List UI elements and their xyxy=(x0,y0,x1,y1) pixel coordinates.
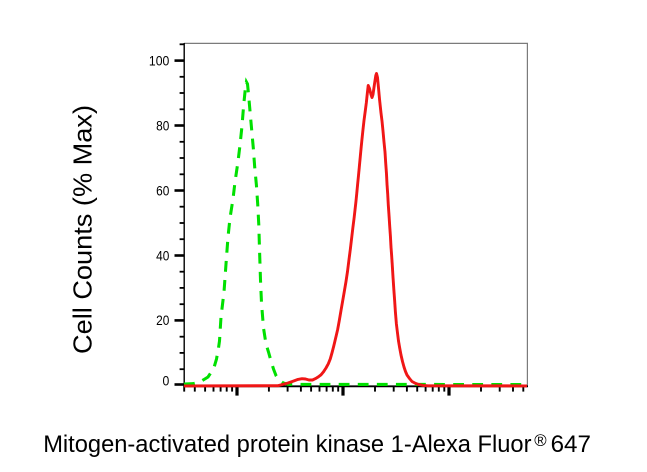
svg-text:60: 60 xyxy=(156,183,169,198)
svg-text:®: ® xyxy=(534,431,547,450)
svg-text:100: 100 xyxy=(149,53,170,68)
svg-text:0: 0 xyxy=(163,373,170,388)
svg-text:20: 20 xyxy=(156,313,169,328)
svg-text:80: 80 xyxy=(156,118,169,133)
svg-text:Cell Counts (% Max): Cell Counts (% Max) xyxy=(68,105,98,354)
svg-text:40: 40 xyxy=(156,248,169,263)
svg-text:647: 647 xyxy=(551,431,591,458)
svg-text:Mitogen-activated protein kina: Mitogen-activated protein kinase 1-Alexa… xyxy=(43,431,531,458)
